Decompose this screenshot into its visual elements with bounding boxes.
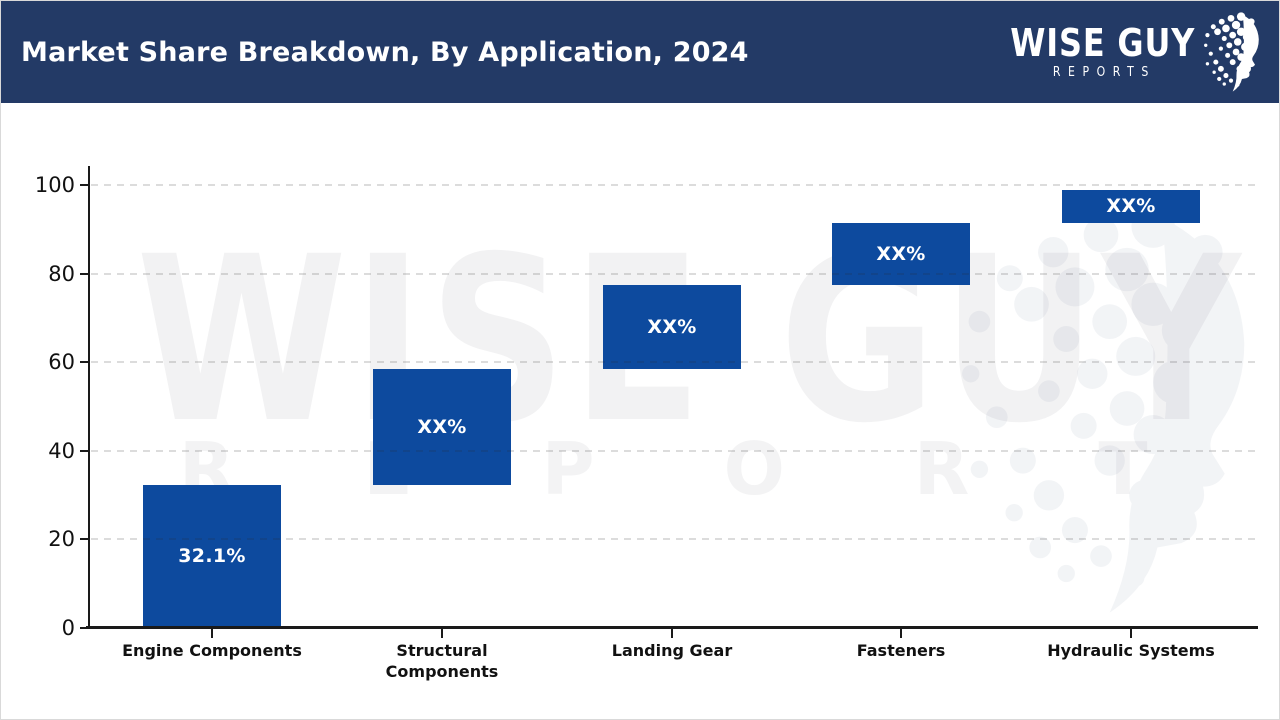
gridline [91,272,1258,275]
x-axis-category-label: Hydraulic Systems [1047,641,1215,660]
y-axis-tick-label: 80 [48,261,75,286]
x-axis-tick [211,629,213,638]
brand-face-icon [1199,10,1263,94]
bar-value-label: XX% [417,416,467,439]
y-axis-tick [80,449,89,452]
watermark-face-icon [936,191,1266,626]
x-axis-tick [441,629,443,638]
y-axis-tick [80,538,89,540]
x-axis-tick [900,629,902,638]
bar-segment: XX% [603,285,741,369]
x-axis-category-label: Structural Components [385,641,499,682]
x-axis-category-label: Landing Gear [611,641,733,660]
y-axis-tick-label: 60 [48,350,75,374]
bar-segment: XX% [832,222,970,285]
y-axis-tick [80,184,89,186]
bar-value-label: XX% [1106,195,1156,218]
y-axis-tick [80,361,89,363]
watermark-reports-text: R E P O R T S [179,427,1280,511]
y-axis-tick-label: 40 [48,438,75,463]
header-bar: Market Share Breakdown, By Application, … [1,1,1279,103]
bar-value-label: 32.1% [178,545,246,568]
y-axis-tick [80,272,89,275]
y-axis-tick [80,626,89,629]
y-axis-line [88,166,90,629]
bar-segment: 32.1% [143,485,281,628]
bar-value-label: XX% [876,242,926,265]
y-axis-tick-label: 0 [61,615,75,640]
y-axis-tick-label: 20 [48,527,75,551]
x-axis-line [86,626,1258,629]
brand-name: WISE GUY [1010,21,1195,65]
bar-segment: XX% [373,368,511,486]
bar-segment: XX% [1062,190,1200,223]
brand-subname: REPORTS [1052,65,1156,80]
y-axis-tick-label: 100 [34,173,75,197]
gridline [91,361,1258,363]
brand-logo-text: WISE GUY REPORTS [1010,24,1195,80]
x-axis-tick [1130,629,1132,638]
gridline [91,184,1258,186]
gridline [91,449,1258,452]
gridline [91,538,1258,540]
x-axis-tick [671,629,673,638]
page-title: Market Share Breakdown, By Application, … [21,36,749,68]
bar-value-label: XX% [647,315,697,338]
brand-logo: WISE GUY REPORTS [975,10,1263,94]
x-axis-category-label: Fasteners [856,641,946,660]
x-axis-category-label: Engine Components [122,641,302,660]
